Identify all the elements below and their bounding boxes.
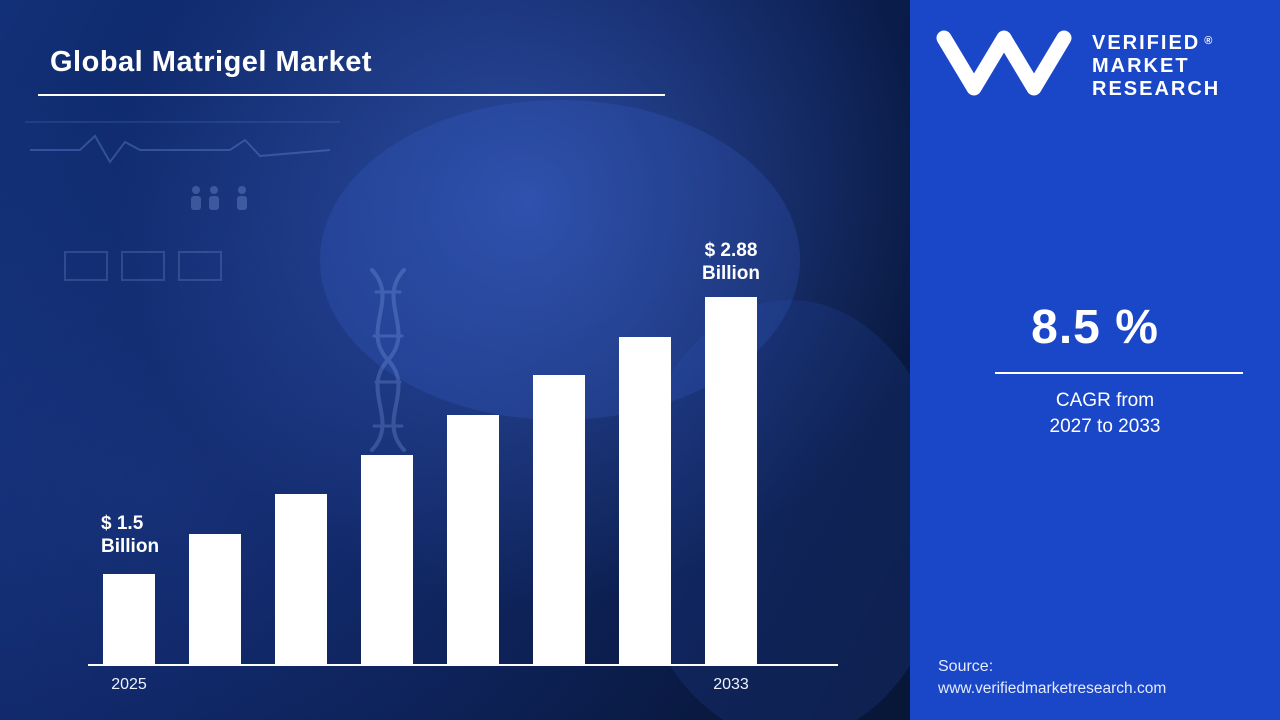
value-label-first-line2: Billion [101,536,160,557]
heartbeat-line-icon [30,134,331,164]
chart-area: Global Matrigel Market $ 1.5 Billion $ 2… [0,0,910,720]
source-url: www.verifiedmarketresearch.com [938,680,1167,697]
logo-line-market: MARKET [1092,55,1190,77]
value-label-first: $ 1.5 Billion [101,512,159,558]
x-axis-line [88,664,838,666]
cagr-underline [995,372,1243,374]
cagr-caption-line1: CAGR from [1055,390,1155,411]
source-label: Source: [938,658,994,675]
vmr-logo: VERIFIED ® MARKET RESEARCH [932,28,1220,101]
people-icons [191,186,247,210]
bar-0 [103,574,155,664]
bar-7 [705,297,757,664]
logo-line-research: RESEARCH [1092,78,1221,100]
bar-series [103,244,757,664]
bar-6 [619,337,671,664]
page-title: Global Matrigel Market [50,46,373,78]
x-tick-2025: 2025 [111,676,147,693]
value-label-last-line1: $ 2.88 [704,240,758,261]
bar-3 [361,455,413,664]
value-label-last-line2: Billion [701,263,761,284]
value-label-last: $ 2.88 Billion [676,239,786,285]
logo-line-verified: VERIFIED ® [1092,32,1213,54]
bar-1 [189,534,241,664]
value-label-first-line1: $ 1.5 [101,513,144,534]
cagr-caption: CAGR from 2027 to 2033 [950,388,1260,440]
cagr-caption-line2: 2027 to 2033 [1049,416,1161,437]
registered-mark: ® [1204,35,1213,47]
x-tick-2033: 2033 [713,676,749,693]
bar-2 [275,494,327,664]
bar-5 [533,375,585,664]
source-block: Source: www.verifiedmarketresearch.com [938,654,1166,698]
title-underline [38,94,665,96]
cagr-value: 8.5 % [1031,301,1159,354]
bar-4 [447,415,499,664]
vmr-monogram-icon [936,30,1072,96]
vmr-logo-text: VERIFIED ® MARKET RESEARCH [1092,32,1220,101]
brand-panel: VERIFIED ® MARKET RESEARCH 8.5 % CAGR fro… [910,0,1280,720]
